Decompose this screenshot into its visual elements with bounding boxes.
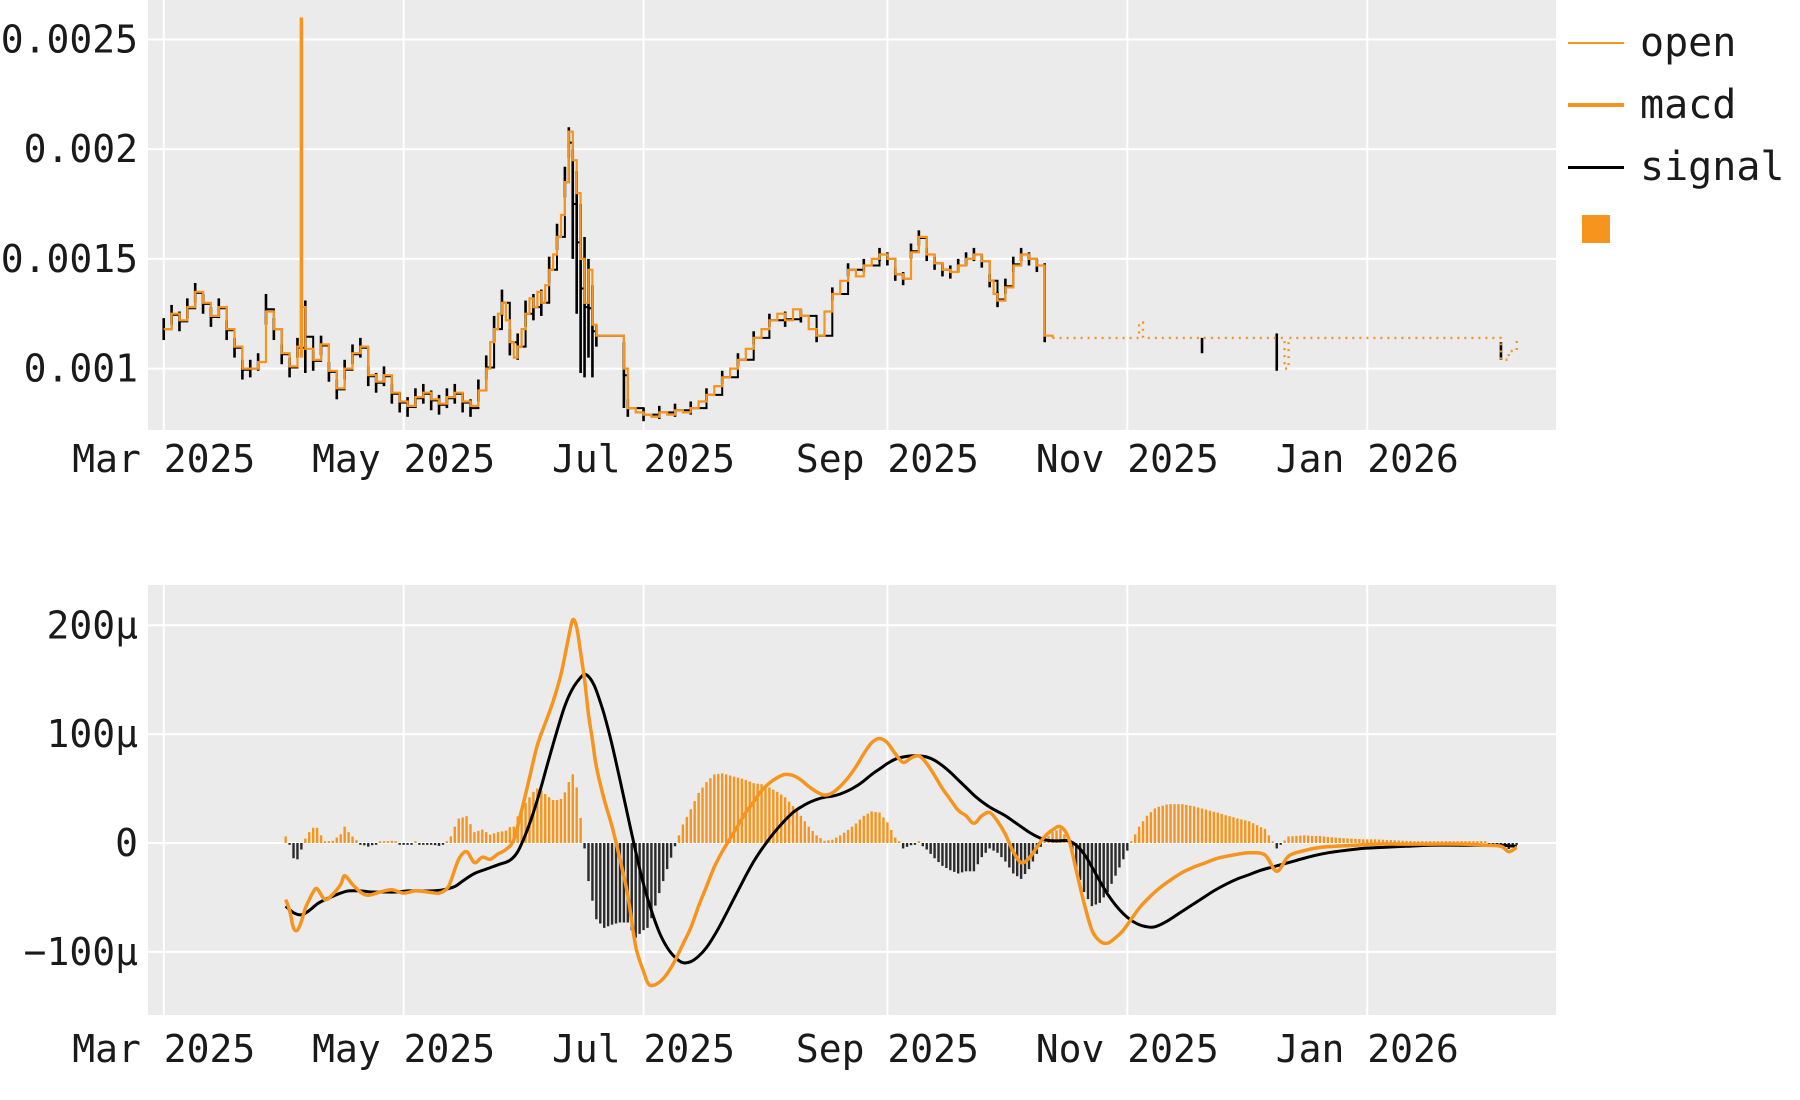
- signal-line: [284, 672, 1517, 965]
- x-tick-label: Jan 2026: [1276, 437, 1459, 481]
- open-line-dotted: [1052, 321, 1518, 370]
- y-tick-label: 0.0015: [1, 237, 138, 281]
- plot-background: [148, 0, 1556, 430]
- legend-label-macd: macd: [1640, 82, 1737, 128]
- x-tick-label: Sep 2025: [796, 437, 979, 481]
- y-tick-label: 200µ: [46, 603, 138, 647]
- y-tick-label: 0.001: [24, 347, 138, 391]
- x-tick-label: May 2025: [312, 437, 495, 481]
- legend-item-signal: signal: [1568, 136, 1800, 198]
- x-tick-label: Nov 2025: [1036, 1027, 1219, 1071]
- legend-item-macd: macd: [1568, 74, 1800, 136]
- x-tick-label: Sep 2025: [796, 1027, 979, 1071]
- y-tick-label: 0: [115, 821, 138, 865]
- x-tick-label: Jul 2025: [552, 1027, 735, 1071]
- open-line-swatch-icon: [1568, 42, 1624, 44]
- legend-label-open: open: [1640, 20, 1737, 66]
- x-tick-label: Jul 2025: [552, 437, 735, 481]
- x-tick-label: Mar 2025: [72, 437, 255, 481]
- x-tick-label: Mar 2025: [72, 1027, 255, 1071]
- y-tick-label: 100µ: [46, 712, 138, 756]
- x-tick-label: Jan 2026: [1276, 1027, 1459, 1071]
- plot-background: [148, 585, 1556, 1015]
- x-tick-label: May 2025: [312, 1027, 495, 1071]
- macd-line-swatch-icon: [1568, 103, 1624, 107]
- y-tick-label: −100µ: [24, 930, 138, 974]
- macd-indicator-chart: −100µ 0 100µ 200µ Mar 2025 May 2025 Jul 2025 Se…: [24, 585, 1556, 1071]
- price-chart: 0.001 0.0015 0.002 0.0025 Mar 2025 May 2025 Ju…: [1, 0, 1556, 481]
- histogram-square-swatch-icon: [1582, 215, 1610, 243]
- legend-label-signal: signal: [1640, 144, 1785, 190]
- y-tick-label: 0.002: [24, 127, 138, 171]
- open-line: [163, 130, 1054, 418]
- chart-legend: open macd signal: [1568, 12, 1800, 260]
- x-tick-label: Nov 2025: [1036, 437, 1219, 481]
- y-tick-label: 0.0025: [1, 17, 138, 61]
- macd-line: [284, 617, 1518, 988]
- legend-item-histogram: [1568, 198, 1800, 260]
- signal-line-swatch-icon: [1568, 165, 1624, 169]
- legend-item-open: open: [1568, 12, 1800, 74]
